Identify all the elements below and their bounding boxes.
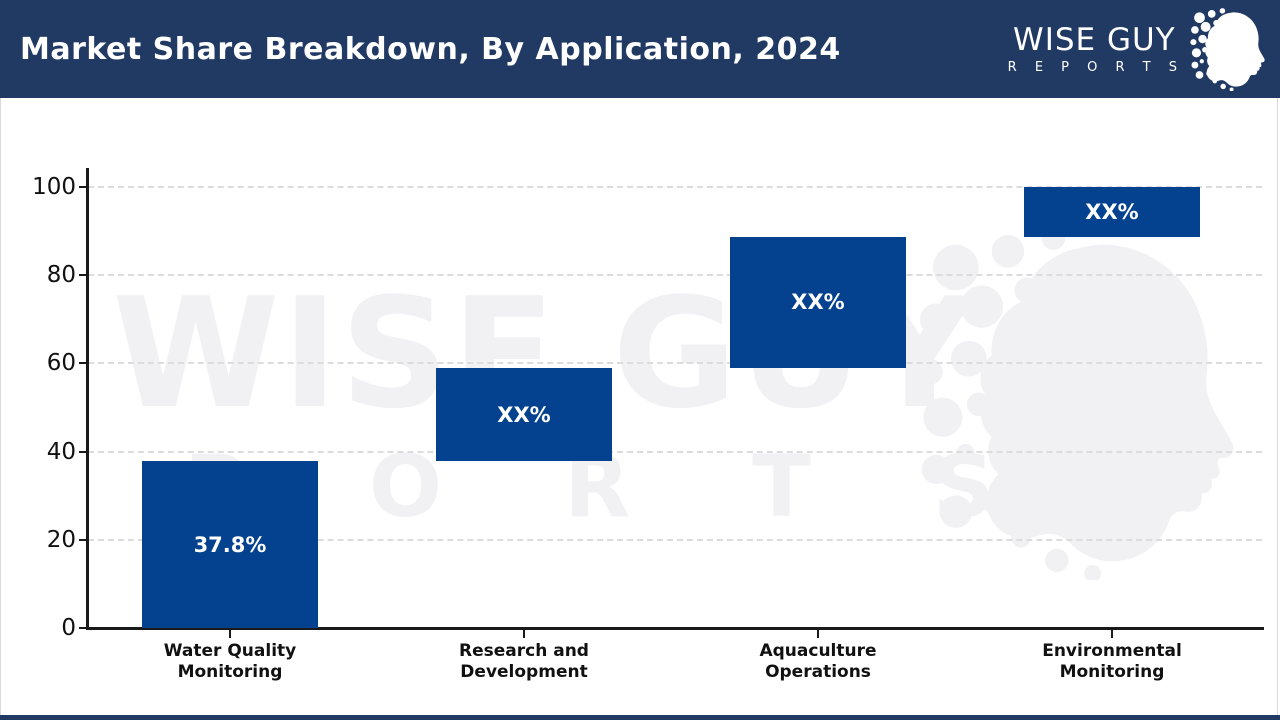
bar-1[interactable]: XX% <box>436 367 612 462</box>
y-tick-mark-60 <box>79 362 88 365</box>
gridline-20 <box>88 538 1262 541</box>
y-tick-label-60: 60 <box>46 350 76 377</box>
x-category-label-line: Operations <box>765 662 871 683</box>
x-category-label-line: Monitoring <box>1059 662 1165 683</box>
bar-label-3: XX% <box>1085 199 1139 224</box>
x-category-label-line: Research and <box>459 641 589 661</box>
y-tick-mark-80 <box>79 274 88 277</box>
x-category-label-0: Water Quality Monitoring <box>110 641 350 684</box>
bar-0[interactable]: 37.8% <box>142 461 318 628</box>
x-category-label-line: Environmental <box>1042 641 1182 661</box>
x-category-label-line: Development <box>460 662 588 683</box>
x-tick-mark-2 <box>817 630 819 638</box>
chart-title: Market Share Breakdown, By Application, … <box>20 31 841 67</box>
y-tick-label-20: 20 <box>46 526 76 553</box>
bar-3[interactable]: XX% <box>1024 187 1200 237</box>
bar-2[interactable]: XX% <box>730 236 906 368</box>
y-tick-label-100: 100 <box>32 174 76 200</box>
title-bar: Market Share Breakdown, By Application, … <box>0 0 1280 98</box>
bar-label-1: XX% <box>497 402 551 427</box>
gridline-40 <box>88 450 1262 453</box>
logo-text: WISE GUY R E P O R T S <box>1005 21 1184 75</box>
footer-bar <box>0 715 1280 720</box>
wiseguy-logo: WISE GUY R E P O R T S <box>1005 7 1266 91</box>
x-category-label-1: Research and Development <box>404 641 644 684</box>
x-category-label-3: Environmental Monitoring <box>992 641 1232 684</box>
logo-subtext: R E P O R T S <box>1007 59 1184 75</box>
y-tick-mark-20 <box>79 538 88 541</box>
y-tick-label-0: 0 <box>61 615 76 641</box>
x-category-label-line: Water Quality <box>163 641 297 661</box>
logo-wordmark: WISE GUY <box>1013 21 1176 58</box>
bar-label-0: 37.8% <box>193 532 267 557</box>
x-axis-line <box>86 627 1264 630</box>
x-category-label-2: Aquaculture Operations <box>698 641 938 684</box>
x-tick-mark-1 <box>523 630 525 638</box>
x-category-label-line: Monitoring <box>177 662 283 683</box>
gridline-80 <box>88 274 1262 277</box>
bar-label-2: XX% <box>791 290 845 315</box>
x-category-label-line: Aquaculture <box>759 641 877 661</box>
x-tick-mark-0 <box>229 630 231 638</box>
y-tick-mark-100 <box>79 186 88 188</box>
y-tick-label-40: 40 <box>46 438 76 465</box>
y-tick-mark-40 <box>79 450 88 453</box>
y-tick-label-80: 80 <box>46 262 76 289</box>
gridline-60 <box>88 362 1262 365</box>
y-axis-line <box>86 168 89 630</box>
gridline-100 <box>88 186 1262 188</box>
x-tick-mark-3 <box>1111 630 1113 638</box>
y-tick-mark-0 <box>79 627 88 629</box>
